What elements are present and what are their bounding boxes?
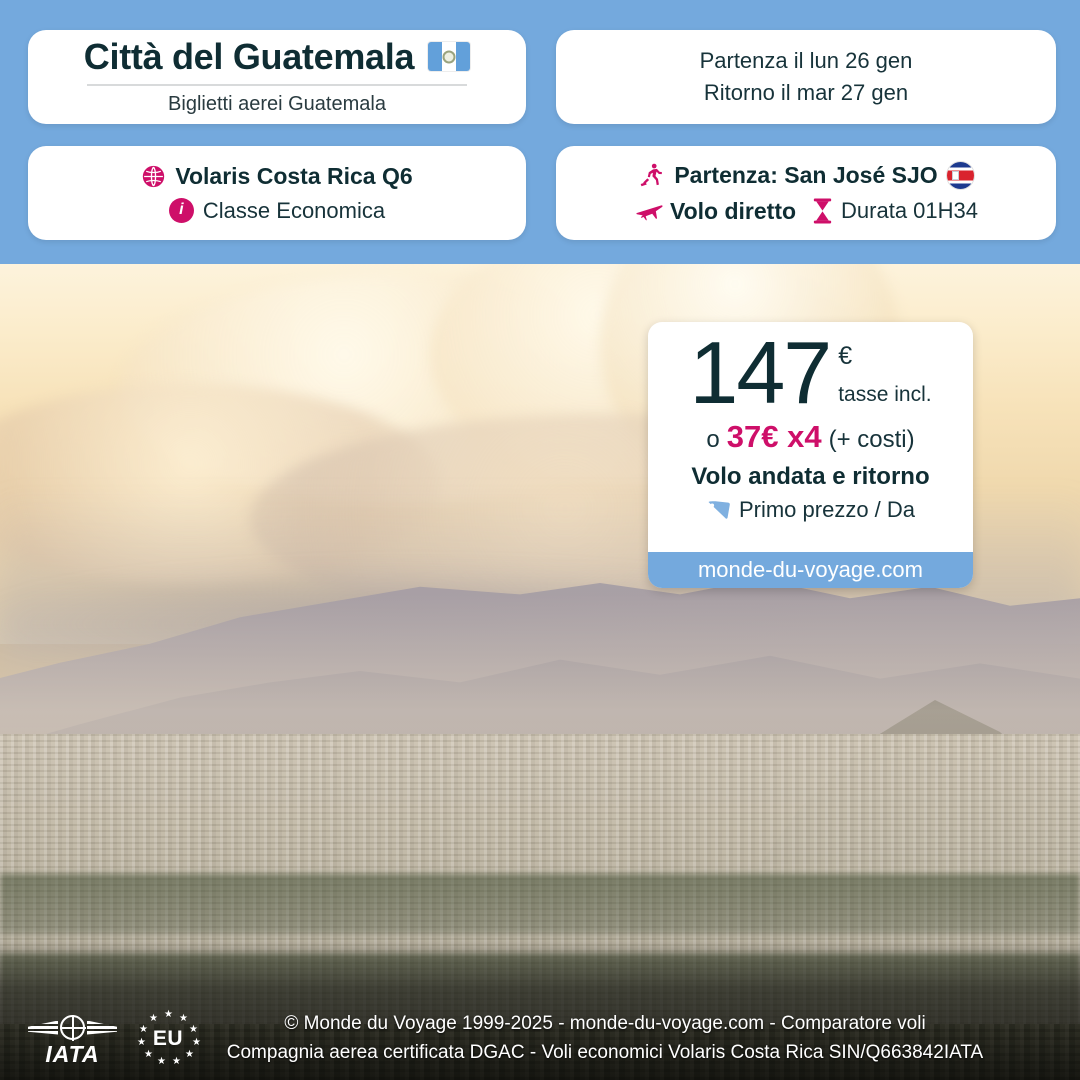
instalment-amount: 37€ x4 — [726, 419, 822, 455]
price-amount: 147 — [689, 323, 832, 422]
certification-line: Compagnia aerea certificata DGAC - Voli … — [226, 1042, 984, 1063]
destination-card: Città del Guatemala Biglietti aerei Guat… — [28, 30, 526, 124]
currency-symbol: € — [838, 342, 853, 370]
header-band: Città del Guatemala Biglietti aerei Guat… — [0, 0, 1080, 264]
title-divider — [87, 83, 467, 86]
iata-label: IATA — [45, 1041, 100, 1067]
traveler-icon — [638, 162, 665, 189]
copyright-line: © Monde du Voyage 1999-2025 - monde-du-v… — [284, 1012, 926, 1034]
price-main-row: 147 € tasse incl. — [689, 322, 931, 422]
duration-group: Durata 01H34 — [812, 197, 978, 225]
cabin-class: Classe Economica — [202, 197, 386, 223]
site-url-bar[interactable]: monde-du-voyage.com — [648, 552, 973, 588]
price-tag-icon — [706, 499, 730, 521]
plane-icon — [634, 199, 663, 223]
departure-airport: Partenza: San José SJO — [674, 161, 938, 188]
certification-logos: IATA ★ ★ ★ ★ ★ ★ ★ ★ ★ ★ ★ EU — [28, 1010, 201, 1068]
eu-star-icon: ★ — [172, 1056, 181, 1067]
legal-text: © Monde du Voyage 1999-2025 - monde-du-v… — [0, 1009, 1080, 1068]
iata-logo: IATA — [28, 1015, 117, 1068]
cabin-class-row: i Classe Economica — [168, 197, 386, 225]
eu-star-icon: ★ — [157, 1056, 166, 1067]
direct-flight-group: Volo diretto — [634, 197, 796, 226]
page-subtitle: Biglietti aerei Guatemala — [168, 92, 386, 115]
wing-right-icon — [87, 1020, 117, 1035]
first-price-row: Primo prezzo / Da — [706, 497, 915, 523]
globe-icon — [141, 164, 166, 189]
wing-left-icon — [28, 1020, 58, 1035]
globe-outline-icon — [60, 1015, 85, 1040]
instalment-prefix: o — [706, 426, 720, 454]
taxes-note: tasse incl. — [838, 383, 932, 406]
direct-flight-label: Volo diretto — [669, 197, 797, 224]
page-title: Città del Guatemala — [83, 35, 471, 77]
instalment-suffix: (+ costi) — [828, 426, 915, 454]
eu-star-icon: ★ — [185, 1049, 194, 1060]
return-date: Ritorno il mar 27 gen — [703, 80, 909, 105]
guatemala-flag-icon — [428, 42, 471, 71]
legal-footer: IATA ★ ★ ★ ★ ★ ★ ★ ★ ★ ★ ★ EU © Monde du… — [0, 996, 1080, 1080]
airline-name: Volaris Costa Rica Q6 — [175, 162, 413, 189]
footer-scrim — [0, 940, 1080, 1080]
departure-airport-row: Partenza: San José SJO — [638, 161, 974, 190]
instalment-row: o 37€ x4 (+ costi) — [706, 419, 914, 455]
eu-star-icon: ★ — [144, 1049, 153, 1060]
trip-type: Volo andata e ritorno — [691, 463, 930, 491]
travel-dates-card: Partenza il lun 26 gen Ritorno il mar 27… — [556, 30, 1056, 124]
flight-duration: Durata 01H34 — [841, 198, 979, 224]
eu-star-icon: ★ — [189, 1024, 198, 1035]
eu-star-icon: ★ — [179, 1013, 188, 1024]
eu-star-icon: ★ — [149, 1013, 158, 1024]
airline-card: Volaris Costa Rica Q6 i Classe Economica — [28, 146, 526, 240]
eu-star-icon: ★ — [137, 1037, 146, 1048]
iata-wings-icon — [28, 1015, 117, 1040]
price-currency-group: € tasse incl. — [838, 344, 931, 407]
tree-band — [0, 874, 1080, 934]
airline-row: Volaris Costa Rica Q6 — [141, 162, 413, 191]
eu-star-icon: ★ — [192, 1037, 201, 1048]
first-price-label: Primo prezzo / Da — [738, 497, 916, 523]
eu-star-icon: ★ — [139, 1024, 148, 1035]
flight-meta-row: Volo diretto Durata 01H34 — [634, 197, 978, 226]
costa-rica-flag-icon — [946, 161, 974, 189]
price-card[interactable]: 147 € tasse incl. o 37€ x4 (+ costi) Vol… — [648, 322, 973, 588]
eu-logo: ★ ★ ★ ★ ★ ★ ★ ★ ★ ★ ★ EU — [135, 1010, 201, 1068]
eu-label: EU — [152, 1027, 184, 1050]
page-title-text: Città del Guatemala — [83, 35, 415, 77]
departure-date: Partenza il lun 26 gen — [699, 48, 913, 74]
eu-star-icon: ★ — [164, 1009, 173, 1020]
hourglass-icon — [812, 198, 833, 224]
info-icon: i — [168, 197, 194, 223]
flight-details-card: Partenza: San José SJO Volo diretto — [556, 146, 1056, 240]
